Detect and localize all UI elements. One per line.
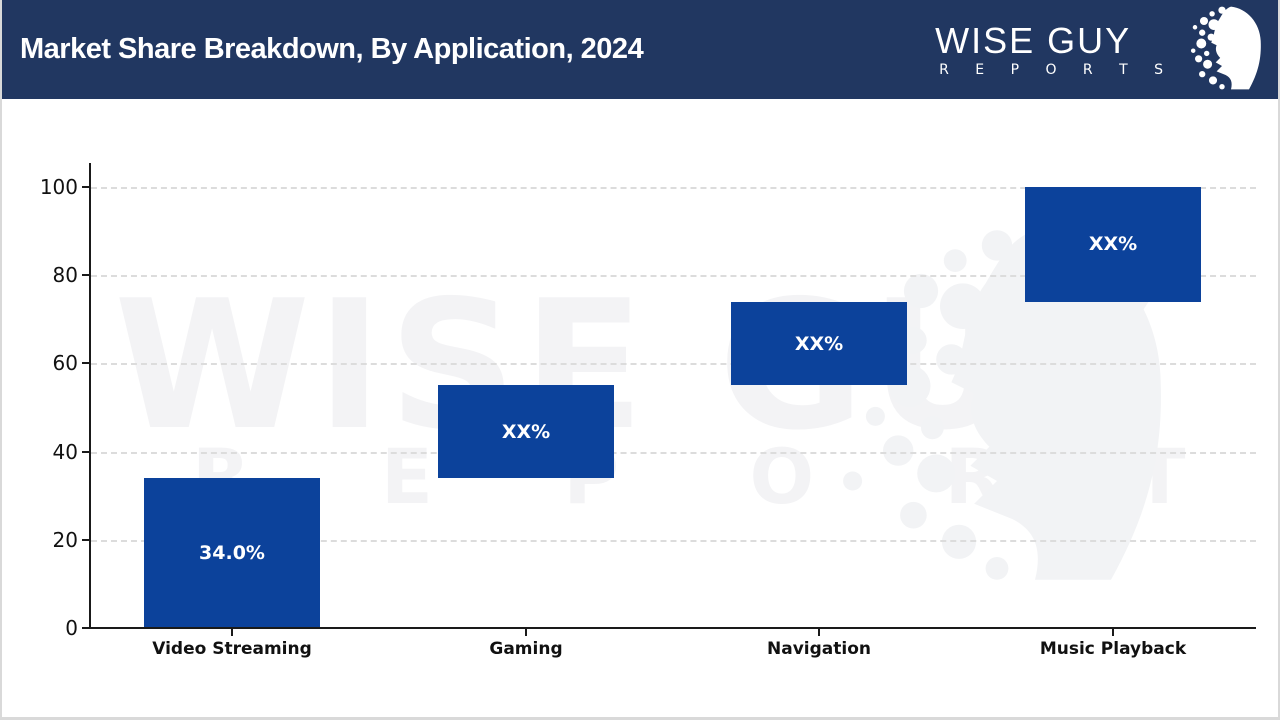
gridline-y-100 (91, 187, 1256, 189)
y-tick-mark (82, 627, 89, 629)
gridline-y-40 (91, 451, 1256, 454)
y-axis-line (89, 163, 91, 629)
y-tick-mark (82, 274, 89, 277)
logo-wordmark: WISE GUY (935, 19, 1132, 61)
y-tick-label: 20 (52, 527, 78, 552)
bar-value-label: XX% (794, 332, 844, 355)
x-tick-mark (525, 629, 527, 636)
x-category-label: Gaming (489, 639, 563, 659)
brand-logo: WISE GUY R E P O R T S (935, 3, 1268, 97)
bar-navigation: XX% (731, 301, 907, 386)
x-tick-mark (231, 629, 233, 636)
gridline-y-80 (91, 275, 1256, 278)
y-tick-label: 100 (39, 175, 78, 199)
gridline-y-20 (91, 539, 1256, 542)
y-tick-mark (82, 186, 89, 188)
bar-video-streaming: 34.0% (144, 478, 320, 628)
bar-value-label: XX% (1088, 233, 1138, 256)
logo-subtext: R E P O R T S (939, 61, 1174, 78)
y-tick-mark (82, 362, 89, 365)
x-tick-mark (818, 629, 820, 636)
y-tick-mark (82, 538, 89, 541)
x-category-label: Video Streaming (152, 639, 312, 659)
chart-title: Market Share Breakdown, By Application, … (20, 33, 644, 65)
logo-head-icon (1176, 3, 1268, 97)
bar-music-playback: XX% (1025, 187, 1201, 302)
bar-value-label: XX% (501, 420, 551, 443)
y-tick-mark (82, 450, 89, 453)
x-category-label: Music Playback (1039, 639, 1187, 659)
y-tick-label: 80 (52, 263, 78, 288)
y-tick-label: 40 (52, 439, 78, 464)
bar-value-label: 34.0% (199, 542, 265, 565)
y-tick-label: 0 (65, 616, 78, 640)
gridline-y-60 (91, 363, 1256, 366)
watermark-head-icon (802, 215, 1192, 599)
y-tick-label: 60 (52, 351, 78, 376)
x-axis-line (89, 627, 1256, 629)
x-category-label: Navigation (767, 639, 871, 659)
header-bar: Market Share Breakdown, By Application, … (2, 0, 1278, 99)
bar-gaming: XX% (438, 385, 614, 479)
x-tick-mark (1112, 629, 1114, 636)
